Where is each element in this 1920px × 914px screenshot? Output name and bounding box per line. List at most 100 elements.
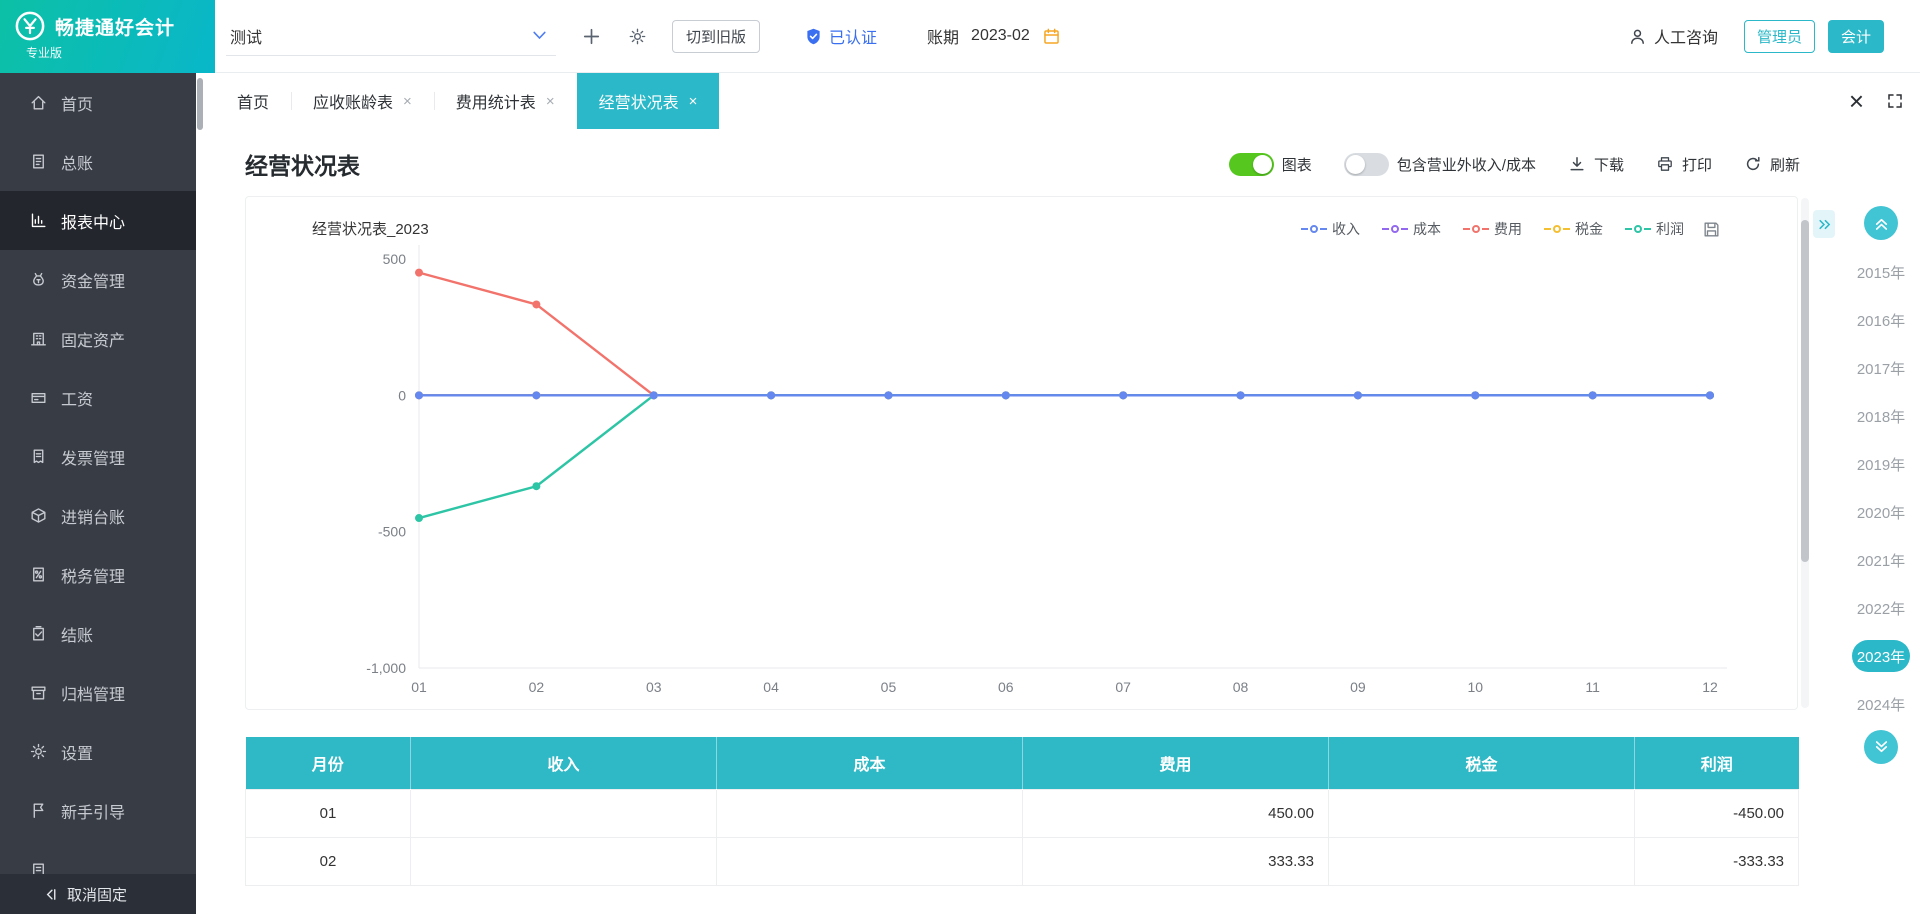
legend-cost[interactable]: 成本 xyxy=(1382,219,1441,239)
operating-status-table: 月份 收入 成本 费用 税金 利润 01 450.00 -450.00 02 333.33 -333… xyxy=(245,737,1799,886)
sidebar-item-home[interactable]: 首页 xyxy=(0,73,196,132)
sidebar-item-guide[interactable]: 新手引导 xyxy=(0,781,196,840)
svg-text:09: 09 xyxy=(1350,679,1366,695)
toggle-knob xyxy=(1252,154,1272,174)
close-tab-icon[interactable]: × xyxy=(688,92,698,110)
sidebar-item-settings[interactable]: 设置 xyxy=(0,722,196,781)
tab-expense-stats[interactable]: 费用统计表 × xyxy=(433,73,577,129)
add-account-button[interactable] xyxy=(582,26,602,46)
sidebar-scrollbar[interactable] xyxy=(197,78,203,130)
table-column-header: 费用 xyxy=(1022,737,1329,789)
svg-text:500: 500 xyxy=(383,251,407,267)
print-icon xyxy=(1658,157,1672,171)
legend-expense[interactable]: 费用 xyxy=(1463,219,1522,239)
include-toggle-label: 包含营业外收入/成本 xyxy=(1396,156,1536,174)
sidebar-item-funds[interactable]: 资金管理 xyxy=(0,250,196,309)
fullscreen-icon[interactable] xyxy=(1886,92,1904,110)
legend-tax[interactable]: 税金 xyxy=(1544,219,1603,239)
table-column-header: 月份 xyxy=(245,737,411,789)
svg-text:-1,000: -1,000 xyxy=(366,660,406,676)
sidebar-item-fixed-assets[interactable]: 固定资产 xyxy=(0,309,196,368)
year-option-2022[interactable]: 2022年 xyxy=(1856,600,1906,618)
tax-icon xyxy=(33,567,44,582)
year-option-2018[interactable]: 2018年 xyxy=(1856,408,1906,426)
year-option-2024[interactable]: 2024年 xyxy=(1856,696,1906,714)
sidebar-item-tax[interactable]: 税务管理 xyxy=(0,545,196,604)
print-button[interactable]: 打印 xyxy=(1656,154,1712,175)
admin-button[interactable]: 管理员 xyxy=(1743,19,1815,53)
close-icon[interactable]: × xyxy=(1848,86,1864,116)
chart-title: 经营状况表_2023 xyxy=(312,221,429,238)
chart-toggle[interactable] xyxy=(1228,152,1274,176)
certified-badge[interactable]: 已认证 xyxy=(804,24,877,48)
tab-receivable-aging[interactable]: 应收账龄表 × xyxy=(291,73,434,129)
close-tab-icon[interactable]: × xyxy=(545,92,555,110)
period-label: 账期 xyxy=(927,30,960,47)
tab-bar: 首页 应收账龄表 × 费用统计表 × 经营状况表 × × xyxy=(196,73,1920,129)
accountant-button[interactable]: 会计 xyxy=(1827,19,1884,53)
consult-button[interactable]: 人工咨询 xyxy=(1628,24,1718,48)
year-option-2015[interactable]: 2015年 xyxy=(1856,264,1906,282)
table-column-header: 收入 xyxy=(410,737,717,789)
year-option-2016[interactable]: 2016年 xyxy=(1856,312,1906,330)
legend-profit[interactable]: 利润 xyxy=(1625,219,1684,239)
svg-text:12: 12 xyxy=(1702,679,1718,695)
download-icon xyxy=(1570,157,1584,171)
svg-text:05: 05 xyxy=(881,679,897,695)
scroll-years-up-button[interactable] xyxy=(1864,206,1898,240)
include-nonoperating-toggle[interactable] xyxy=(1343,152,1389,176)
content-scrollbar[interactable] xyxy=(1801,198,1809,708)
sidebar-item-label: 工资 xyxy=(61,391,94,409)
legend-marker-icon xyxy=(1301,225,1327,233)
shield-icon xyxy=(807,28,820,44)
svg-text:01: 01 xyxy=(411,679,427,695)
fund-icon xyxy=(33,272,44,286)
calendar-icon[interactable] xyxy=(1042,27,1061,46)
year-selector-panel: 2015年 2016年 2017年 2018年 2019年 2020年 2021年 2022年… xyxy=(1849,206,1913,764)
year-option-2021[interactable]: 2021年 xyxy=(1856,552,1906,570)
refresh-icon xyxy=(1746,156,1760,171)
logo-subtitle: 专业版 xyxy=(26,46,63,60)
account-selector[interactable]: 测试 xyxy=(226,16,556,56)
salary-icon xyxy=(31,393,46,404)
year-option-2019[interactable]: 2019年 xyxy=(1856,456,1906,474)
close-tab-icon[interactable]: × xyxy=(403,92,412,110)
legend-marker-icon xyxy=(1463,225,1489,233)
unpin-sidebar-button[interactable]: 取消固定 xyxy=(0,874,196,914)
save-image-icon[interactable] xyxy=(1702,220,1721,239)
download-button[interactable]: 下载 xyxy=(1568,154,1624,175)
sidebar-item-salary[interactable]: 工资 xyxy=(0,368,196,427)
double-chevron-up-icon xyxy=(1875,218,1887,230)
period-value[interactable]: 2023-02 xyxy=(971,27,1030,44)
year-option-2017[interactable]: 2017年 xyxy=(1856,360,1906,378)
year-option-2020[interactable]: 2020年 xyxy=(1856,504,1906,522)
year-option-2023[interactable]: 2023年 xyxy=(1852,640,1910,672)
sidebar-item-report-center[interactable]: 报表中心 xyxy=(0,191,196,250)
sidebar-item-closing[interactable]: 结账 xyxy=(0,604,196,663)
scrollbar-thumb[interactable] xyxy=(1801,220,1809,562)
gear-icon[interactable] xyxy=(628,26,648,46)
sidebar-item-inventory-ledger[interactable]: 进销台账 xyxy=(0,486,196,545)
table-cell xyxy=(1328,788,1635,838)
table-cell: 01 xyxy=(245,788,411,838)
table-column-header: 税金 xyxy=(1328,737,1635,789)
switch-old-version-button[interactable]: 切到旧版 xyxy=(672,19,761,53)
tab-home[interactable]: 首页 xyxy=(215,73,291,129)
scroll-years-down-button[interactable] xyxy=(1864,730,1898,764)
tab-operating-status[interactable]: 经营状况表 × xyxy=(576,73,720,129)
svg-text:06: 06 xyxy=(998,679,1014,695)
legend-income[interactable]: 收入 xyxy=(1301,219,1360,239)
legend-label: 利润 xyxy=(1656,221,1684,237)
sidebar-item-general-ledger[interactable]: 总账 xyxy=(0,132,196,191)
tab-label: 费用统计表 xyxy=(455,95,536,112)
sidebar-item-label: 新手引导 xyxy=(61,804,126,822)
svg-text:07: 07 xyxy=(1115,679,1131,695)
toolbar-row: 经营状况表 图表 包含营业外收入/成本 下载 打印 刷新 xyxy=(245,138,1800,190)
collapse-year-panel-button[interactable] xyxy=(1813,210,1835,238)
tabs: 首页 应收账龄表 × 费用统计表 × 经营状况表 × xyxy=(196,73,1920,129)
sidebar-item-archive[interactable]: 归档管理 xyxy=(0,663,196,722)
refresh-button[interactable]: 刷新 xyxy=(1744,154,1800,175)
year-list: 2015年 2016年 2017年 2018年 2019年 2020年 2021年 2022年… xyxy=(1852,256,1910,720)
sidebar-item-invoice[interactable]: 发票管理 xyxy=(0,427,196,486)
table-cell: 02 xyxy=(245,836,411,886)
